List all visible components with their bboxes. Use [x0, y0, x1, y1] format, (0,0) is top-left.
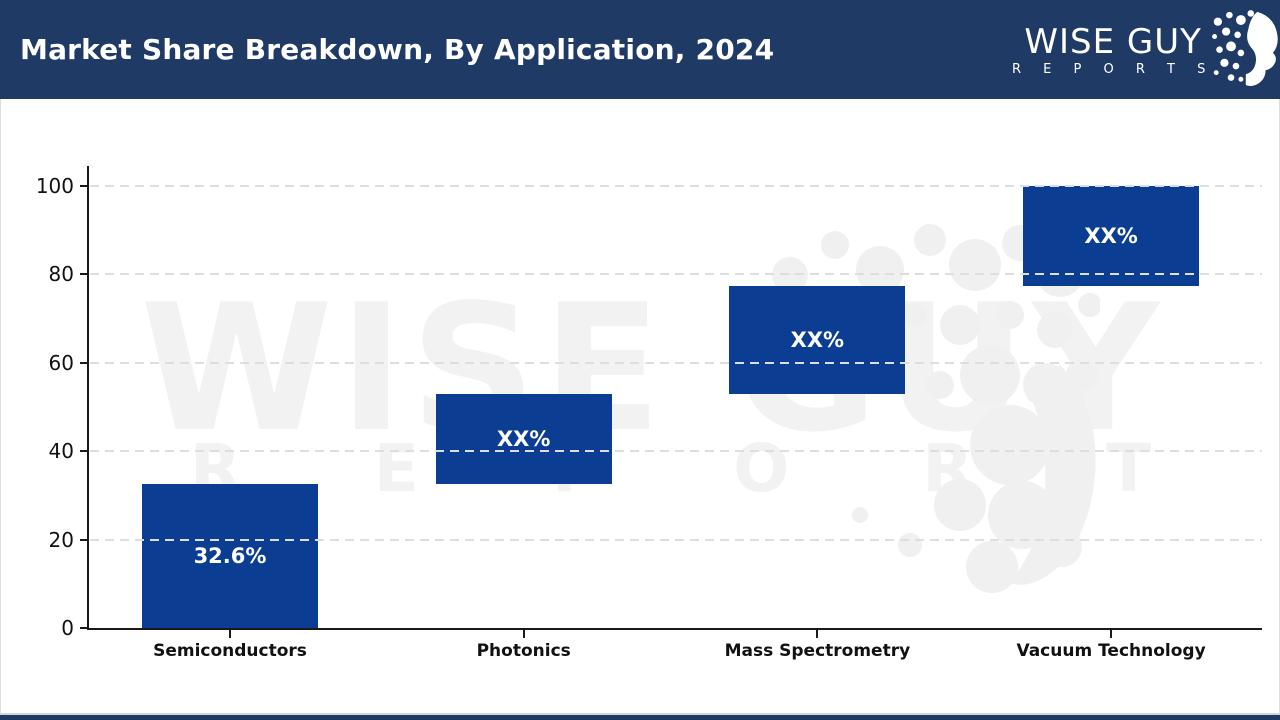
bar-photonics — [435, 393, 612, 484]
x-tick-mass-spectrometry — [816, 630, 819, 638]
y-axis — [87, 166, 89, 629]
footer-bar — [0, 715, 1280, 720]
y-tick-label-0: 0 — [61, 616, 74, 640]
y-tick-label-60: 60 — [48, 350, 74, 375]
y-tick-label-100: 100 — [35, 174, 74, 198]
brand-name: WISE GUY — [1024, 21, 1202, 62]
y-tick-40 — [80, 450, 88, 453]
gridline-20 — [90, 538, 1262, 541]
gridline-100 — [90, 185, 1262, 187]
x-tick-photonics — [522, 630, 525, 638]
y-tick-0 — [80, 627, 88, 629]
page-title: Market Share Breakdown, By Application, … — [20, 33, 775, 66]
gridline-80 — [90, 273, 1262, 276]
watermark-subtext: R E P O R T S — [190, 430, 1280, 507]
x-tick-label-semiconductors: Semiconductors — [153, 641, 307, 661]
brand-logo: WISE GUY R E P O R T S — [1012, 8, 1279, 92]
gridline-40 — [90, 450, 1262, 453]
x-tick-semiconductors — [229, 630, 231, 638]
bar-mass-spectrometry — [729, 286, 906, 394]
y-tick-80 — [80, 273, 88, 276]
x-tick-vacuum-technology — [1110, 630, 1113, 638]
y-tick-label-20: 20 — [48, 527, 74, 552]
y-tick-100 — [80, 185, 88, 187]
bar-value-label-photonics: XX% — [496, 426, 551, 451]
brand-head-icon — [1208, 6, 1280, 94]
x-tick-label-vacuum-technology: Vacuum Technology — [1016, 641, 1206, 661]
y-tick-label-80: 80 — [48, 262, 74, 287]
bar-value-label-semiconductors: 32.6% — [193, 543, 267, 568]
bar-semiconductors — [142, 483, 318, 628]
x-axis — [87, 628, 1262, 630]
content-border — [0, 99, 1, 713]
x-tick-label-photonics: Photonics — [476, 641, 571, 661]
app-header: Market Share Breakdown, By Application, … — [0, 0, 1280, 99]
brand-logo-text: WISE GUY R E P O R T S — [1012, 25, 1214, 76]
brand-subtitle: R E P O R T S — [1012, 61, 1215, 77]
bar-vacuum-technology — [1023, 186, 1200, 287]
footer-rule — [0, 713, 1280, 715]
bar-value-label-mass-spectrometry: XX% — [790, 328, 845, 353]
bar-value-label-vacuum-technology: XX% — [1084, 224, 1138, 249]
x-tick-label-mass-spectrometry: Mass Spectrometry — [724, 641, 911, 661]
y-tick-60 — [80, 361, 88, 364]
y-tick-20 — [80, 538, 88, 541]
gridline-60 — [90, 361, 1262, 364]
y-tick-label-40: 40 — [48, 439, 74, 464]
